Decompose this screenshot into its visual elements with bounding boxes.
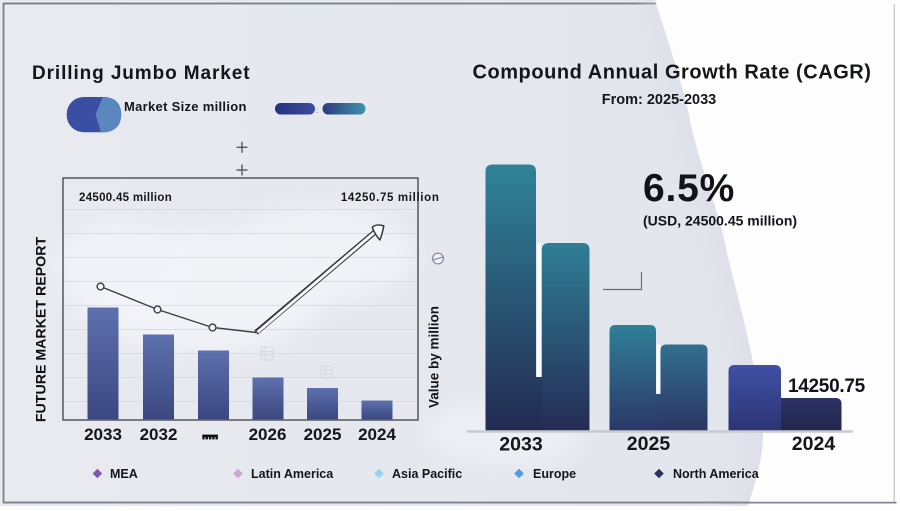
svg-text:2033: 2033	[499, 434, 543, 456]
svg-text:Europe: Europe	[533, 467, 576, 481]
svg-text:Drilling Jumbo Market: Drilling Jumbo Market	[32, 63, 250, 84]
svg-text:2026: 2026	[249, 425, 287, 444]
svg-text:2024: 2024	[358, 425, 396, 444]
svg-text:North America: North America	[673, 467, 760, 481]
svg-text:From: 2025-2033: From: 2025-2033	[602, 92, 716, 108]
svg-text:2024: 2024	[792, 433, 836, 455]
svg-text:Value by million: Value by million	[427, 306, 442, 408]
svg-text:MEA: MEA	[110, 467, 138, 481]
svg-text:Latin America: Latin America	[251, 467, 334, 481]
svg-text:14250.75: 14250.75	[788, 376, 866, 397]
svg-text:2025: 2025	[304, 425, 342, 444]
svg-text::: :	[316, 106, 318, 115]
svg-text:6.5%: 6.5%	[643, 167, 735, 210]
svg-text:14250.75 million: 14250.75 million	[341, 192, 440, 204]
svg-text:Asia Pacific: Asia Pacific	[392, 467, 462, 481]
svg-text:2025: 2025	[627, 433, 671, 455]
svg-text:Compound Annual Growth Rate (C: Compound Annual Growth Rate (CAGR)	[472, 62, 871, 84]
svg-text:2032: 2032	[140, 425, 178, 444]
svg-text:FUTURE MARKET REPORT: FUTURE MARKET REPORT	[34, 237, 50, 423]
svg-text:2033: 2033	[84, 425, 122, 444]
svg-text:Market Size million: Market Size million	[124, 99, 247, 114]
svg-text:24500.45 million: 24500.45 million	[79, 192, 172, 204]
svg-text:(USD, 24500.45 million): (USD, 24500.45 million)	[643, 213, 797, 229]
